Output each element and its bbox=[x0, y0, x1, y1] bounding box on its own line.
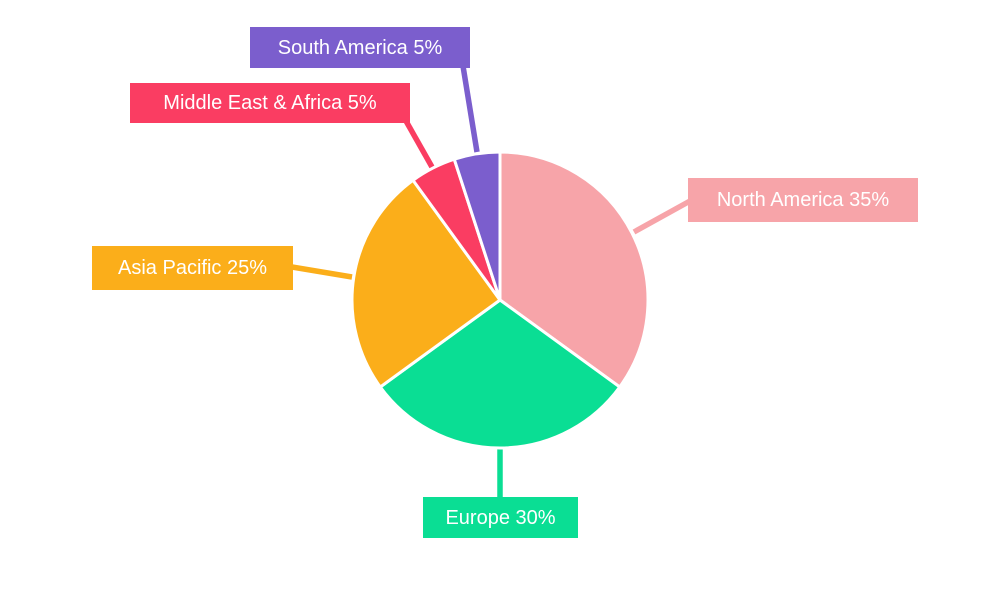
pie-slice-north-america bbox=[498, 150, 650, 389]
leader-line-asia-pacific bbox=[291, 264, 353, 280]
pie-label-south-america: South America 5% bbox=[250, 27, 470, 68]
pie-label-asia-pacific: Asia Pacific 25% bbox=[92, 246, 293, 290]
leader-line-north-america bbox=[632, 198, 692, 235]
pie-slice-europe bbox=[378, 298, 622, 450]
pie-label-north-america: North America 35% bbox=[688, 178, 918, 222]
pie-slice-asia-pacific bbox=[350, 178, 502, 389]
leader-line-south-america bbox=[460, 65, 480, 153]
leader-line-middle-east-africa bbox=[403, 119, 435, 169]
pie-label-middle-east-africa: Middle East & Africa 5% bbox=[130, 83, 410, 123]
pie-slice-south-america bbox=[452, 150, 502, 302]
pie-label-europe: Europe 30% bbox=[423, 497, 578, 538]
